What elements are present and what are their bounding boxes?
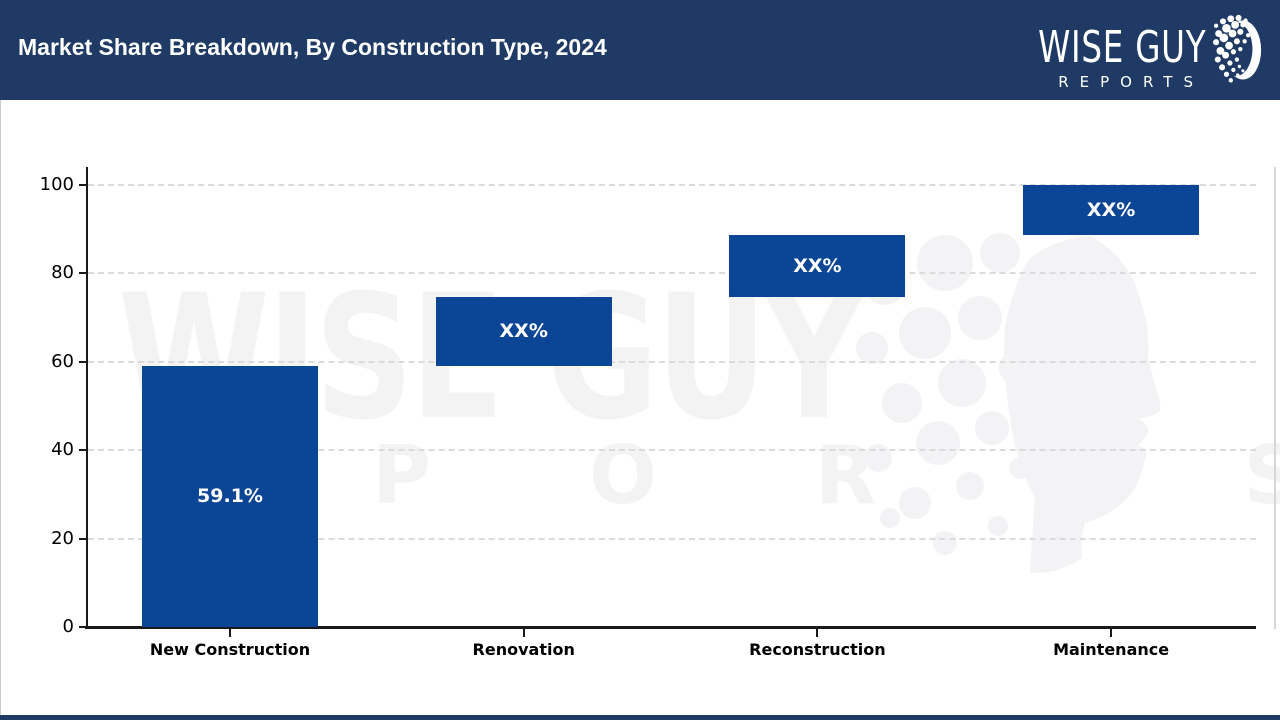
y-tick-label: 80 [51,262,74,284]
chart-title: Market Share Breakdown, By Construction … [18,34,607,60]
y-axis-line [86,167,88,629]
gridline [88,272,1256,275]
y-tick-mark [79,272,88,275]
x-category-label: New Construction [149,640,311,659]
bar-value-label: XX% [793,254,842,277]
y-tick-mark [79,537,88,540]
y-tick-mark [79,449,88,452]
x-axis-line [85,626,1256,629]
bar-value-label: 59.1% [197,485,263,508]
x-tick-mark [229,629,231,637]
bar-new-construction: 59.1% [142,365,318,627]
header: Market Share Breakdown, By Construction … [0,0,1280,100]
wise-guy-logo: WISE GUY REPORTS [979,10,1262,91]
gridline [88,449,1256,452]
y-tick-mark [79,360,88,363]
footer-stripe [0,715,1280,720]
y-tick-label: 40 [51,439,74,461]
gridline [88,360,1256,363]
logo-wordmark: WISE GUY [1037,22,1206,73]
logo-head-icon [1213,14,1262,83]
x-tick-mark [1110,629,1113,637]
y-tick-label: 100 [39,174,74,195]
x-tick-mark [816,629,819,637]
bar-value-label: XX% [499,320,548,343]
bar-maintenance: XX% [1023,185,1200,235]
y-tick-mark [79,626,88,628]
bar-renovation: XX% [435,296,612,366]
left-edge-line [0,100,1,720]
logo-subtitle: REPORTS [1058,73,1204,91]
right-spine [1274,167,1276,629]
x-category-label: Maintenance [1053,640,1170,659]
y-tick-mark [79,184,88,186]
bar-reconstruction: XX% [729,234,906,297]
gridline [88,537,1256,540]
y-tick-label: 0 [62,616,74,637]
x-category-label: Reconstruction [749,640,886,659]
bar-value-label: XX% [1086,198,1136,221]
x-tick-mark [522,629,525,637]
y-tick-label: 20 [51,527,74,549]
gridline [88,184,1256,186]
logo-text: WISE GUY REPORTS [979,22,1206,92]
y-tick-label: 60 [51,350,74,372]
x-category-label: Renovation [472,640,575,659]
